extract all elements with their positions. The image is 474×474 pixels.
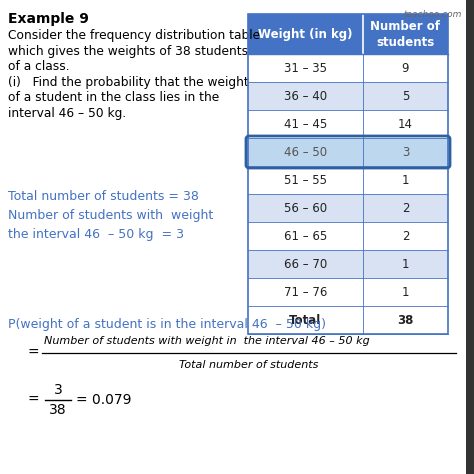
Text: Total number of students = 38: Total number of students = 38 [8, 190, 199, 203]
Text: 66 – 70: 66 – 70 [284, 257, 327, 271]
Text: 56 – 60: 56 – 60 [284, 201, 327, 215]
Text: teachoo.com: teachoo.com [404, 10, 462, 19]
Text: 61 – 65: 61 – 65 [284, 229, 327, 243]
Text: Consider the frequency distribution table: Consider the frequency distribution tabl… [8, 29, 260, 42]
Text: 14: 14 [398, 118, 413, 130]
Text: Example 9: Example 9 [8, 12, 89, 26]
Text: 1: 1 [402, 257, 409, 271]
Bar [248, 278, 448, 306]
Bar [248, 194, 448, 222]
Bar [248, 54, 448, 82]
Bar [248, 82, 448, 110]
Text: 5: 5 [402, 90, 409, 102]
Text: 1: 1 [402, 173, 409, 186]
Text: 9: 9 [402, 62, 409, 74]
Text: 71 – 76: 71 – 76 [284, 285, 327, 299]
Bar [248, 138, 448, 166]
Bar [248, 306, 448, 334]
Bar [248, 166, 448, 194]
Text: Weight (in kg): Weight (in kg) [258, 27, 353, 40]
Text: 41 – 45: 41 – 45 [284, 118, 327, 130]
Bar [248, 14, 448, 334]
Text: P(weight of a student is in the interval 46  – 50 kg): P(weight of a student is in the interval… [8, 318, 326, 331]
Text: 2: 2 [402, 229, 409, 243]
Text: which gives the weights of 38 students: which gives the weights of 38 students [8, 45, 248, 57]
Text: Number of students with weight in  the interval 46 – 50 kg: Number of students with weight in the in… [44, 336, 370, 346]
Bar [248, 222, 448, 250]
Text: 2: 2 [402, 201, 409, 215]
Text: =: = [28, 346, 40, 360]
Text: 38: 38 [49, 403, 67, 417]
Text: Number of
students: Number of students [371, 19, 440, 48]
Text: =: = [28, 393, 40, 407]
Text: interval 46 – 50 kg.: interval 46 – 50 kg. [8, 107, 126, 119]
Bar [248, 250, 448, 278]
Text: of a student in the class lies in the: of a student in the class lies in the [8, 91, 219, 104]
Text: (i)   Find the probability that the weight: (i) Find the probability that the weight [8, 75, 249, 89]
Text: 3: 3 [402, 146, 409, 158]
Text: Number of students with  weight: Number of students with weight [8, 209, 213, 222]
Text: 38: 38 [397, 313, 414, 327]
Bar [248, 110, 448, 138]
Text: 51 – 55: 51 – 55 [284, 173, 327, 186]
Bar [466, 0, 474, 474]
Text: 3: 3 [54, 383, 63, 397]
Text: Total number of students: Total number of students [179, 360, 319, 370]
Text: 46 – 50: 46 – 50 [284, 146, 327, 158]
Text: = 0.079: = 0.079 [76, 393, 131, 407]
Text: 36 – 40: 36 – 40 [284, 90, 327, 102]
Bar [248, 14, 448, 54]
Text: 31 – 35: 31 – 35 [284, 62, 327, 74]
Text: the interval 46  – 50 kg  = 3: the interval 46 – 50 kg = 3 [8, 228, 184, 241]
Text: Total: Total [289, 313, 322, 327]
Text: 1: 1 [402, 285, 409, 299]
Text: of a class.: of a class. [8, 60, 70, 73]
